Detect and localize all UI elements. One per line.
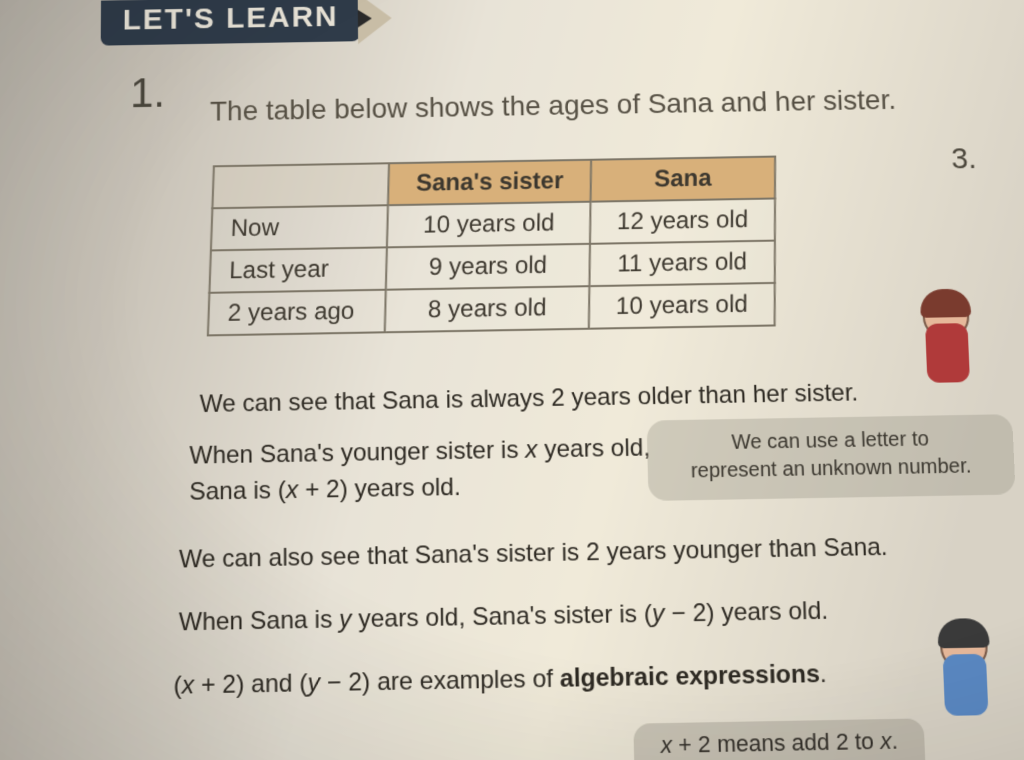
text: − 2) are examples of — [320, 665, 560, 698]
cell: 10 years old — [387, 202, 590, 248]
var-x: x — [660, 731, 672, 758]
text: ( — [173, 671, 181, 700]
intro-text: The table below shows the ages of Sana a… — [210, 84, 897, 128]
row-label: Now — [211, 205, 388, 250]
ages-table: Sana's sister Sana Now 10 years old 12 y… — [207, 156, 777, 337]
cell: 8 years old — [385, 286, 589, 332]
text: − 2) years old. — [664, 597, 828, 628]
row-label: Last year — [209, 247, 387, 292]
table-row: 2 years ago 8 years old 10 years old — [208, 283, 775, 335]
callout-line2: represent an unknown number. — [690, 455, 971, 483]
row-label: 2 years ago — [208, 290, 386, 336]
term-algebraic-expressions: algebraic expressions — [560, 660, 821, 693]
footnote-bubble: x + 2 means add 2 to x. — [633, 718, 926, 760]
var-x: x — [286, 476, 298, 504]
col-sister: Sana's sister — [388, 160, 590, 205]
text: Sana is ( — [189, 476, 286, 506]
paragraph-1: We can see that Sana is always 2 years o… — [200, 376, 859, 423]
text: + 2 means add 2 to — [672, 728, 881, 758]
text: When Sana's younger sister is — [189, 436, 525, 470]
pencil-tip-icon — [358, 0, 392, 44]
cell: 12 years old — [590, 198, 776, 243]
text: . — [819, 660, 827, 689]
cell: 9 years old — [386, 244, 589, 290]
text: years old, — [537, 434, 650, 464]
child-illustration-icon — [927, 622, 1005, 760]
callout-line1: We can use a letter to — [731, 428, 929, 454]
text: years old, Sana's sister is ( — [351, 600, 652, 634]
paragraph-5: (x + 2) and (y − 2) are examples of alge… — [173, 657, 827, 705]
paragraph-2: When Sana's younger sister is x years ol… — [189, 430, 720, 511]
text: When Sana is — [179, 605, 340, 636]
paragraph-3: We can also see that Sana's sister is 2 … — [179, 528, 1019, 579]
var-y: y — [308, 669, 321, 698]
paragraph-4: When Sana is y years old, Sana's sister … — [179, 594, 829, 642]
text: + 2) years old. — [298, 473, 461, 504]
text: + 2) and ( — [194, 669, 308, 700]
child-illustration-icon — [910, 292, 987, 436]
col-sana: Sana — [590, 157, 775, 202]
cell: 11 years old — [589, 241, 775, 287]
table-corner — [212, 163, 389, 208]
question-number: 1. — [130, 69, 165, 117]
banner-label: LET'S LEARN — [101, 0, 361, 46]
var-y: y — [339, 605, 352, 634]
var-y: y — [652, 600, 665, 629]
var-x: x — [182, 671, 194, 700]
next-question-number: 3. — [951, 142, 977, 176]
lets-learn-banner: LET'S LEARN — [101, 0, 393, 49]
text: . — [891, 727, 898, 754]
cell: 10 years old — [588, 283, 775, 329]
var-x: x — [525, 436, 538, 464]
